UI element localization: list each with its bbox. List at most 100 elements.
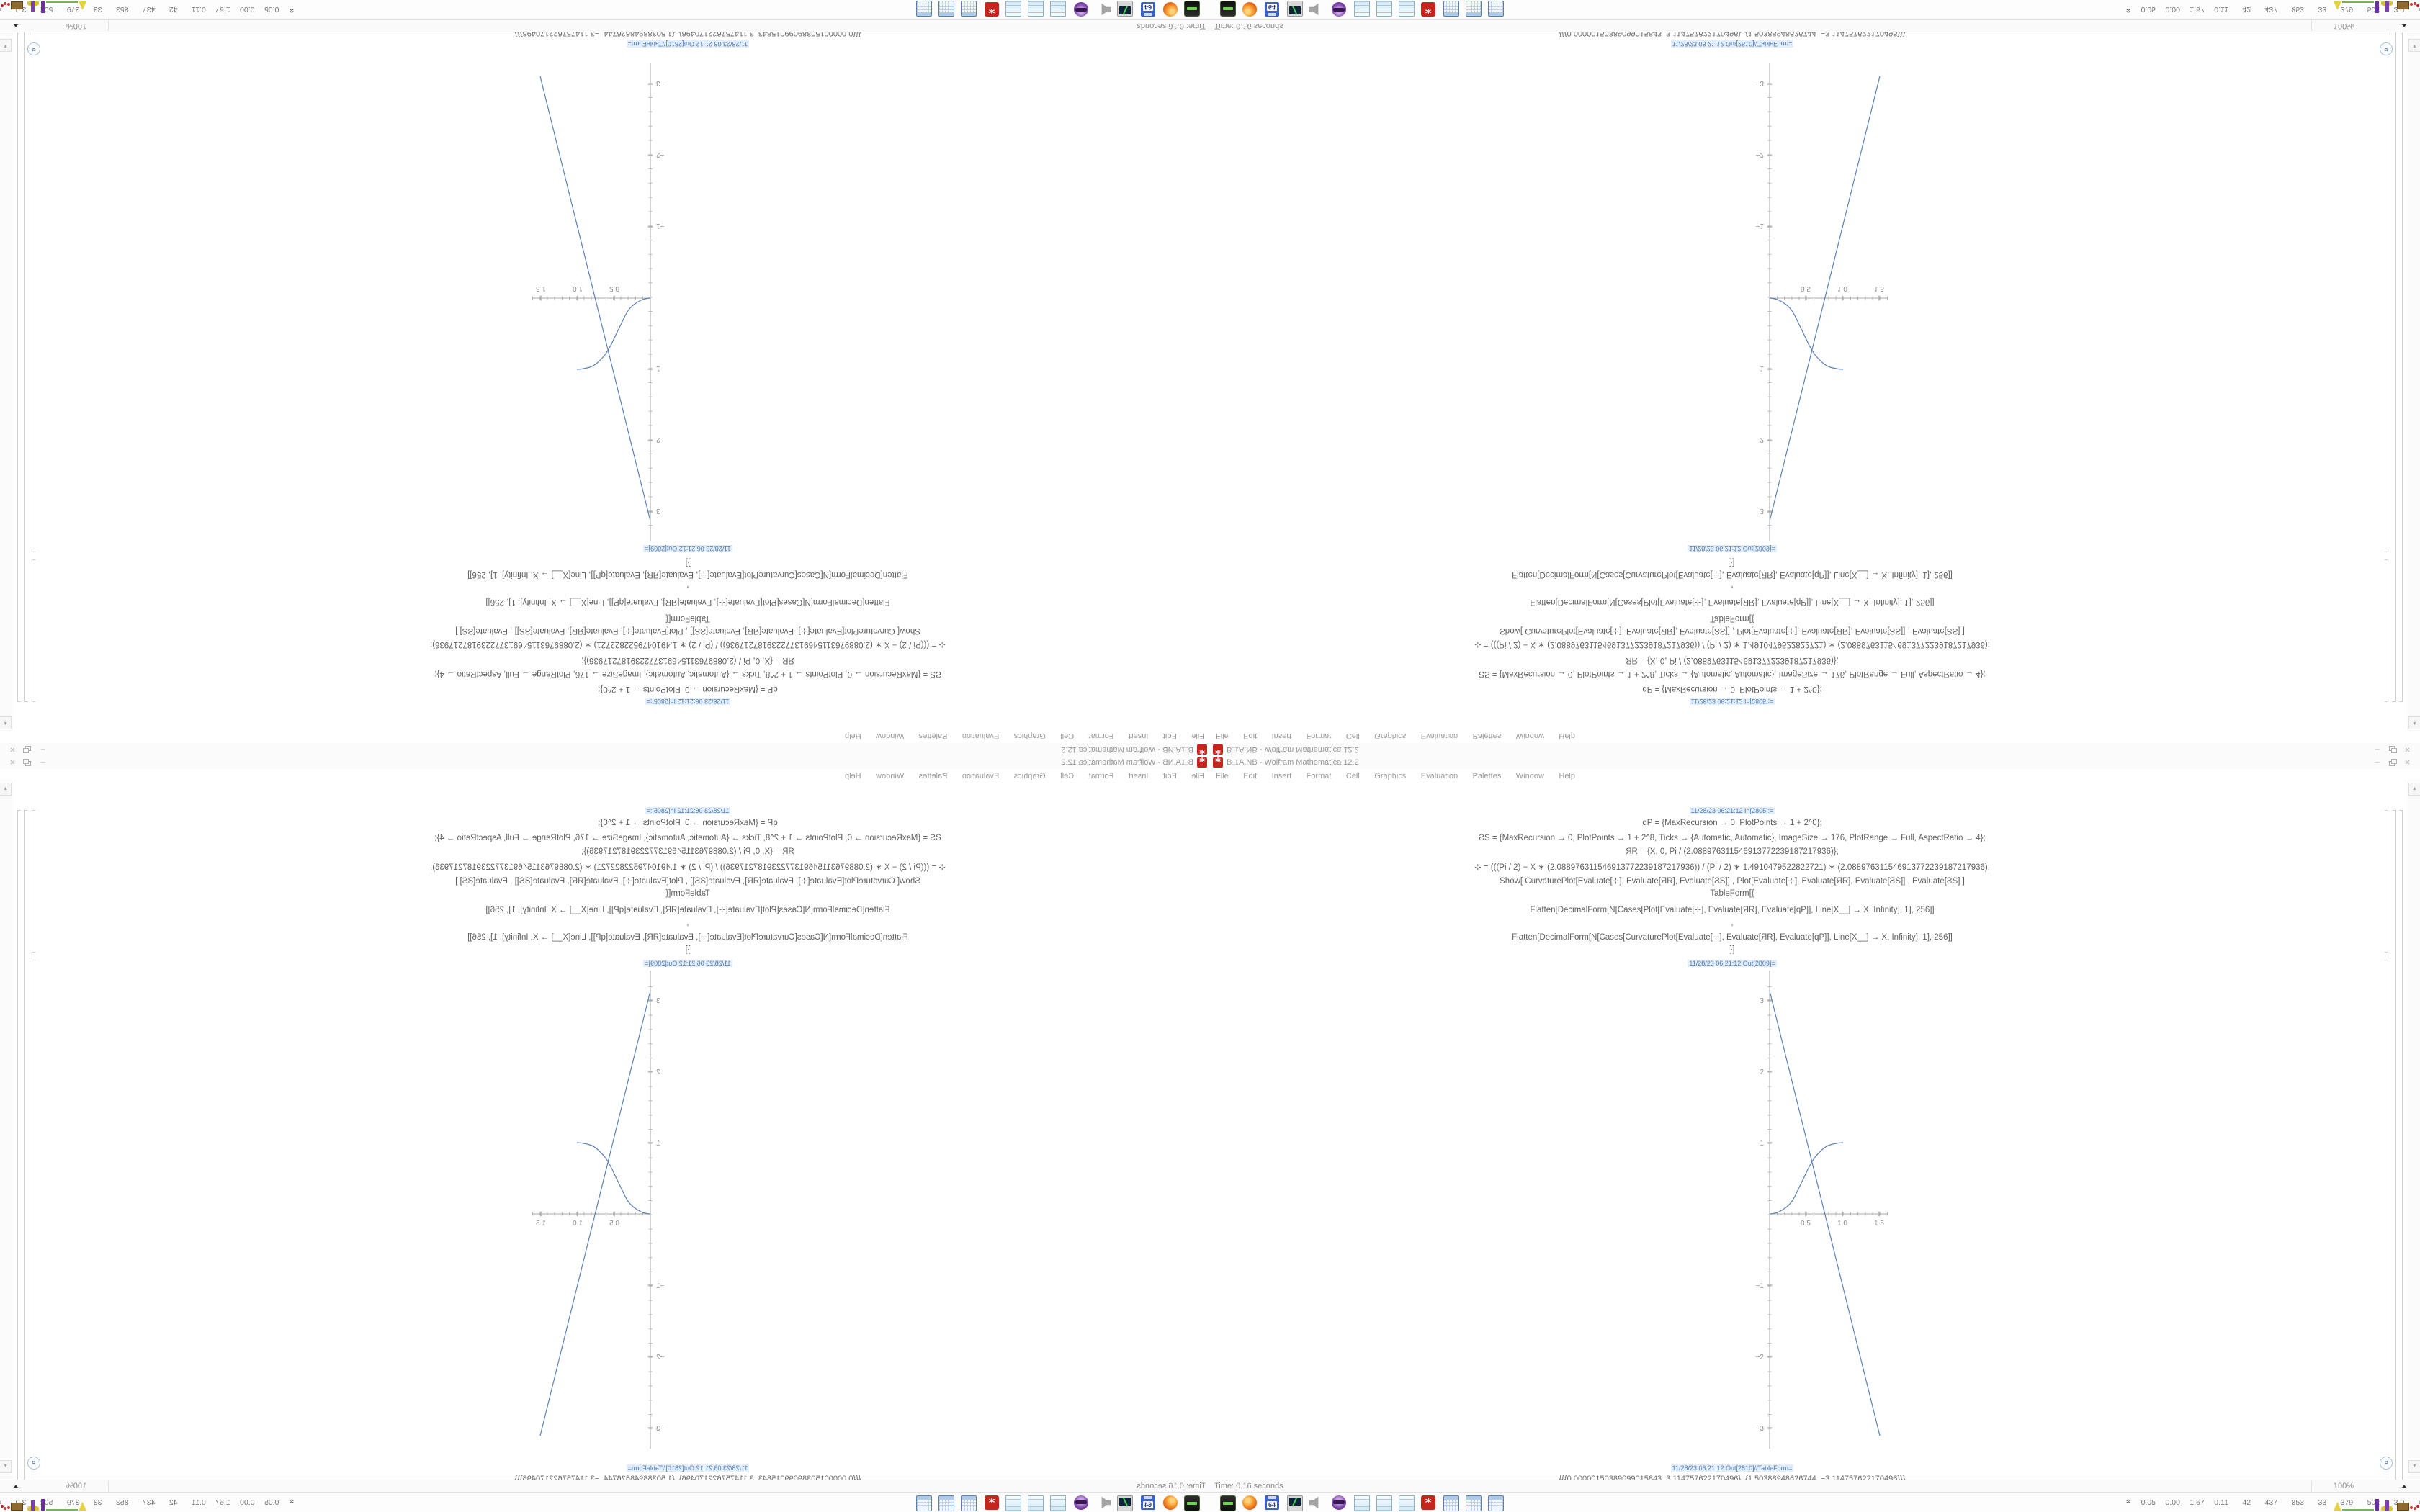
cell-bracket-group[interactable] (24, 15, 29, 702)
menu-item-format[interactable]: Format (1306, 772, 1332, 780)
menu-item-help[interactable]: Help (845, 772, 861, 780)
menu-item-palettes[interactable]: Palettes (1472, 772, 1502, 780)
floppy64-launcher-icon[interactable]: 64 (1265, 1495, 1279, 1510)
mathematica-launcher-icon[interactable]: * (985, 1495, 999, 1510)
maximize-button[interactable] (23, 757, 34, 768)
cell-bracket-group[interactable] (2391, 15, 2396, 702)
system-monitor-launcher-icon[interactable] (1117, 1, 1133, 17)
menu-item-graphics[interactable]: Graphics (1013, 772, 1046, 780)
menu-item-graphics[interactable]: Graphics (1013, 732, 1046, 740)
calculator-launcher-icon[interactable] (1488, 1495, 1504, 1511)
magnification-menu-icon[interactable]: ▲ (11, 1483, 21, 1490)
notepad-launcher-icon[interactable] (1354, 1495, 1370, 1511)
code-line[interactable]: , (1731, 919, 1734, 927)
code-line[interactable]: , (1731, 585, 1734, 593)
menu-item-cell[interactable]: Cell (1345, 772, 1360, 780)
jump-to-end-icon[interactable]: » (2380, 42, 2393, 55)
maximize-button[interactable] (2386, 744, 2397, 755)
cell-bracket-group-outer[interactable] (2398, 15, 2403, 702)
menu-item-evaluation[interactable]: Evaluation (1420, 772, 1458, 780)
magnification-level[interactable]: 100% (66, 1482, 87, 1490)
calculator-launcher-icon[interactable] (1466, 1, 1482, 17)
notepad-launcher-icon[interactable] (1399, 1, 1415, 17)
scroll-down-button[interactable]: ▼ (0, 1460, 12, 1473)
firefox-launcher-icon[interactable] (1163, 2, 1178, 17)
code-line[interactable]: Show[ CurvaturePlot[Evaluate[⊹], Evaluat… (1500, 877, 1965, 886)
menu-item-format[interactable]: Format (1306, 732, 1332, 740)
cell-bracket-output-plot[interactable] (32, 53, 36, 552)
calculator-launcher-icon[interactable] (1443, 1495, 1459, 1511)
window-titlebar[interactable]: * B□.A.NB - Wolfram Mathematica 12.2 – × (1210, 742, 2420, 756)
vertical-scrollbar[interactable]: ▲ ▼ (2408, 32, 2420, 731)
floppy64-launcher-icon[interactable]: 64 (1265, 2, 1279, 17)
minimize-button[interactable]: – (2375, 745, 2380, 754)
code-line[interactable]: TableForm[{ (666, 614, 710, 623)
vertical-scrollbar[interactable]: ▲ ▼ (0, 32, 12, 731)
code-line[interactable]: Flatten[DecimalForm[N[Cases[CurvaturePlo… (467, 570, 908, 579)
menu-item-format[interactable]: Format (1088, 732, 1114, 740)
jump-to-end-icon[interactable]: » (27, 1457, 40, 1470)
masked-avatar-launcher-icon[interactable] (1074, 2, 1088, 17)
menu-item-palettes[interactable]: Palettes (918, 772, 948, 780)
code-line[interactable]: ⊹ = (((Pi / 2) − X ∗ (2.0889763115469137… (1474, 863, 1990, 872)
code-line[interactable]: ⊹ = (((Pi / 2) − X ∗ (2.0889763115469137… (1474, 640, 1990, 649)
menu-item-graphics[interactable]: Graphics (1374, 732, 1407, 740)
code-line[interactable]: Flatten[DecimalForm[N[Cases[Plot[Evaluat… (485, 598, 890, 606)
calculator-launcher-icon[interactable] (938, 1495, 954, 1511)
code-line[interactable]: Flatten[DecimalForm[N[Cases[CurvaturePlo… (1512, 933, 1953, 942)
code-line[interactable]: Flatten[DecimalForm[N[Cases[CurvaturePlo… (1512, 570, 1953, 579)
menu-item-cell[interactable]: Cell (1345, 732, 1360, 740)
menu-item-evaluation[interactable]: Evaluation (962, 732, 1000, 740)
magnification-level[interactable]: 100% (2333, 22, 2354, 30)
minimize-button[interactable]: – (40, 758, 45, 767)
calculator-launcher-icon[interactable] (1466, 1495, 1482, 1511)
maximize-button[interactable] (2386, 757, 2397, 768)
code-line[interactable]: ЯR = {X, 0, Pi / (2.08897631154691377223… (1626, 656, 1839, 665)
calculator-launcher-icon[interactable] (961, 1, 977, 17)
floppy64-launcher-icon[interactable]: 64 (1141, 2, 1155, 17)
cell-bracket-output-plot[interactable] (2384, 53, 2388, 552)
menu-item-palettes[interactable]: Palettes (1472, 732, 1502, 740)
notepad-launcher-icon[interactable] (1399, 1495, 1415, 1511)
scroll-down-button[interactable]: ▼ (2408, 1460, 2420, 1473)
menu-item-help[interactable]: Help (1559, 732, 1575, 740)
code-line[interactable]: }] (685, 558, 691, 567)
cell-bracket-input[interactable] (2384, 810, 2388, 953)
menu-item-window[interactable]: Window (1515, 732, 1544, 740)
code-line[interactable]: Flatten[DecimalForm[N[Cases[Plot[Evaluat… (1530, 906, 1935, 914)
chevrons-up-icon[interactable]: » (2124, 1498, 2133, 1504)
cell-bracket-input[interactable] (32, 810, 36, 953)
code-line[interactable]: ⊹ = (((Pi / 2) − X ∗ (2.0889763115469137… (430, 863, 946, 872)
scroll-up-button[interactable]: ▲ (0, 716, 12, 729)
window-titlebar[interactable]: * B□.A.NB - Wolfram Mathematica 12.2 – × (0, 742, 1210, 756)
magnification-level[interactable]: 100% (66, 22, 87, 30)
menu-item-cell[interactable]: Cell (1060, 772, 1075, 780)
notepad-launcher-icon[interactable] (1028, 1495, 1044, 1511)
cell-bracket-group-outer[interactable] (17, 15, 22, 702)
scroll-down-button[interactable]: ▼ (2408, 39, 2420, 52)
jump-to-end-icon[interactable]: » (27, 42, 40, 55)
code-line[interactable]: , (686, 919, 689, 927)
code-line[interactable]: TableForm[{ (666, 889, 710, 898)
menu-item-edit[interactable]: Edit (1243, 732, 1258, 740)
code-line[interactable]: qP = {MaxRecursion → 0, PlotPoints → 1 +… (598, 819, 778, 827)
cell-bracket-input[interactable] (32, 559, 36, 702)
system-monitor-launcher-icon[interactable] (1287, 1, 1303, 17)
code-line[interactable]: }] (1729, 558, 1735, 567)
notepad-launcher-icon[interactable] (1005, 1495, 1021, 1511)
drive-launcher-icon[interactable] (1184, 1, 1200, 17)
code-line[interactable]: qP = {MaxRecursion → 0, PlotPoints → 1 +… (1642, 819, 1822, 827)
system-monitor-launcher-icon[interactable] (1117, 1495, 1133, 1511)
menu-item-evaluation[interactable]: Evaluation (962, 772, 1000, 780)
jump-to-end-icon[interactable]: » (2380, 1457, 2393, 1470)
cell-bracket-group-outer[interactable] (2398, 810, 2403, 1497)
cell-bracket-output-plot[interactable] (2384, 960, 2388, 1459)
close-button[interactable]: × (2404, 757, 2411, 768)
notepad-launcher-icon[interactable] (1050, 1495, 1066, 1511)
menu-item-format[interactable]: Format (1088, 772, 1114, 780)
menu-item-graphics[interactable]: Graphics (1374, 772, 1407, 780)
notepad-launcher-icon[interactable] (1028, 1, 1044, 17)
menu-item-edit[interactable]: Edit (1162, 772, 1177, 780)
volume-icon[interactable] (1309, 1496, 1319, 1509)
close-button[interactable]: × (9, 757, 16, 768)
